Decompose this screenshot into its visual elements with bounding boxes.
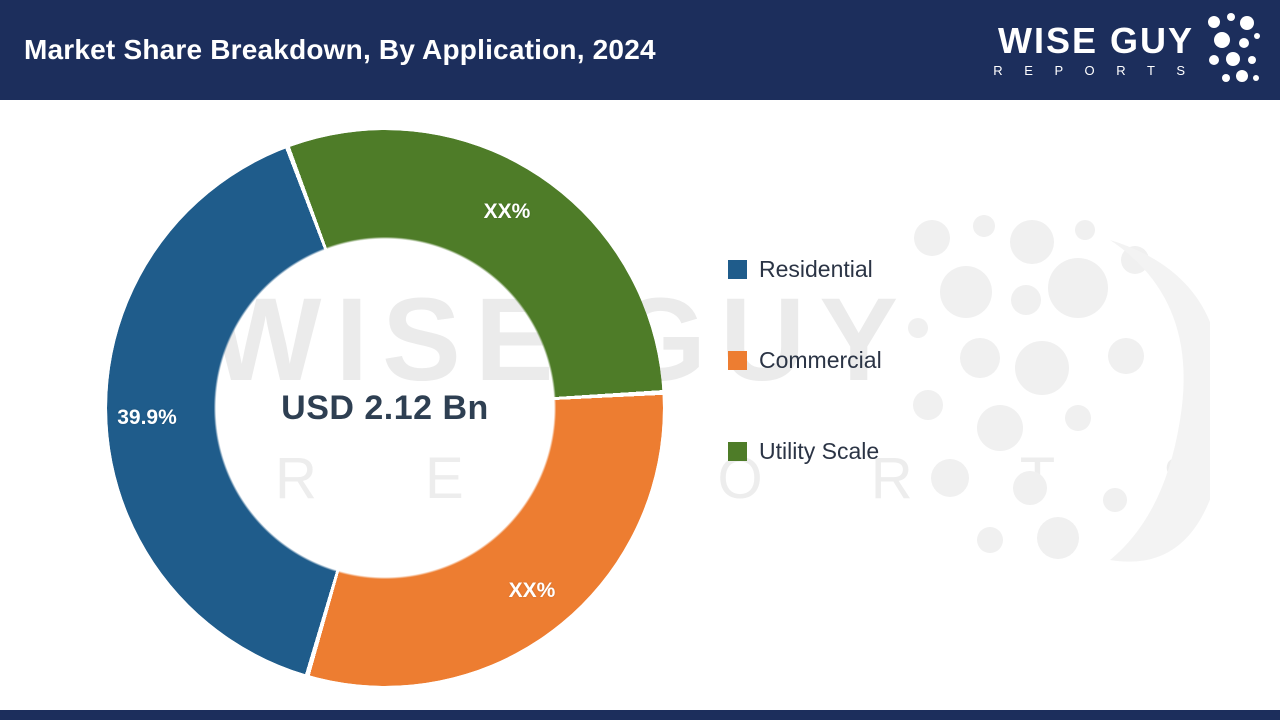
legend-label-commercial: Commercial — [759, 347, 882, 373]
legend-swatch-utility-scale — [728, 442, 747, 461]
segment-label-commercial: XX% — [508, 579, 556, 602]
legend-label-utility-scale: Utility Scale — [759, 438, 880, 464]
donut-chart: USD 2.12 Bn — [107, 130, 663, 686]
donut-ring — [107, 130, 663, 686]
chart-center-value: USD 2.12 Bn — [281, 388, 489, 427]
legend: Residential Commercial Utility Scale — [728, 256, 882, 465]
segment-label-residential: 39.9% — [117, 406, 177, 429]
dotted-head-watermark-icon — [908, 215, 1210, 562]
brand-logo-text: WISE GUY R E P O R T S — [993, 19, 1194, 78]
legend-item-commercial: Commercial — [728, 347, 882, 374]
brand-name: WISE GUY — [997, 19, 1194, 61]
legend-label-residential: Residential — [759, 256, 873, 282]
legend-swatch-residential — [728, 260, 747, 279]
legend-item-residential: Residential — [728, 256, 882, 283]
brand-subtitle: R E P O R T S — [993, 62, 1194, 78]
header: Market Share Breakdown, By Application, … — [0, 0, 1280, 100]
dotted-head-logo-icon — [1208, 13, 1260, 82]
brand-logo: WISE GUY R E P O R T S — [993, 0, 1262, 100]
segment-label-utility-scale: XX% — [483, 200, 531, 223]
legend-swatch-commercial — [728, 351, 747, 370]
legend-item-utility-scale: Utility Scale — [728, 438, 882, 465]
footer-bar — [0, 710, 1280, 720]
page-title: Market Share Breakdown, By Application, … — [24, 34, 656, 65]
